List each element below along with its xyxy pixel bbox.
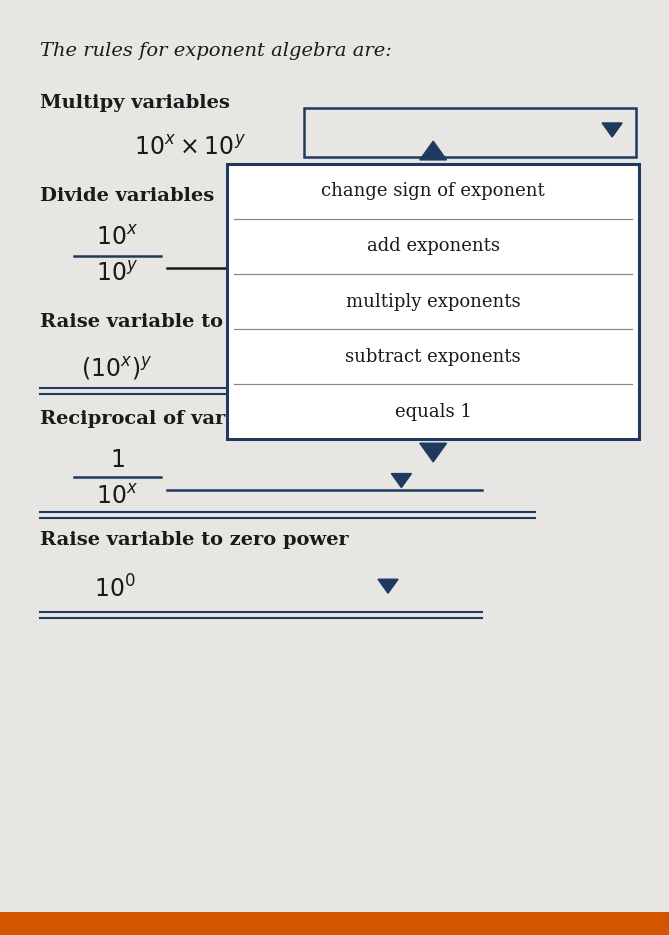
Text: $10^x \times 10^y$: $10^x \times 10^y$ — [134, 136, 246, 160]
Text: $10^y$: $10^y$ — [96, 262, 138, 286]
FancyBboxPatch shape — [304, 108, 636, 157]
Polygon shape — [420, 443, 447, 462]
Text: multiply exponents: multiply exponents — [346, 293, 520, 310]
Text: $10^x$: $10^x$ — [96, 484, 138, 509]
FancyBboxPatch shape — [227, 164, 639, 439]
Text: Divide variables: Divide variables — [40, 187, 214, 205]
Polygon shape — [602, 123, 622, 137]
Text: Raise variable to zero power: Raise variable to zero power — [40, 531, 349, 549]
Text: subtract exponents: subtract exponents — [345, 348, 521, 366]
Polygon shape — [378, 579, 398, 594]
Text: add exponents: add exponents — [367, 237, 500, 255]
Text: $1$: $1$ — [110, 449, 124, 472]
Text: equals 1: equals 1 — [395, 403, 472, 421]
Bar — [0, 912, 669, 935]
Text: The rules for exponent algebra are:: The rules for exponent algebra are: — [40, 42, 392, 60]
Polygon shape — [420, 141, 447, 160]
Text: $10^x$: $10^x$ — [96, 226, 138, 251]
Text: $(10^x)^y$: $(10^x)^y$ — [82, 355, 153, 382]
Text: Raise variable to: Raise variable to — [40, 313, 223, 331]
Text: change sign of exponent: change sign of exponent — [321, 182, 545, 200]
Text: $10^0$: $10^0$ — [94, 575, 135, 602]
Text: Multipy variables: Multipy variables — [40, 94, 230, 111]
Text: Reciprocal of variable: Reciprocal of variable — [40, 410, 279, 427]
Polygon shape — [391, 473, 411, 488]
